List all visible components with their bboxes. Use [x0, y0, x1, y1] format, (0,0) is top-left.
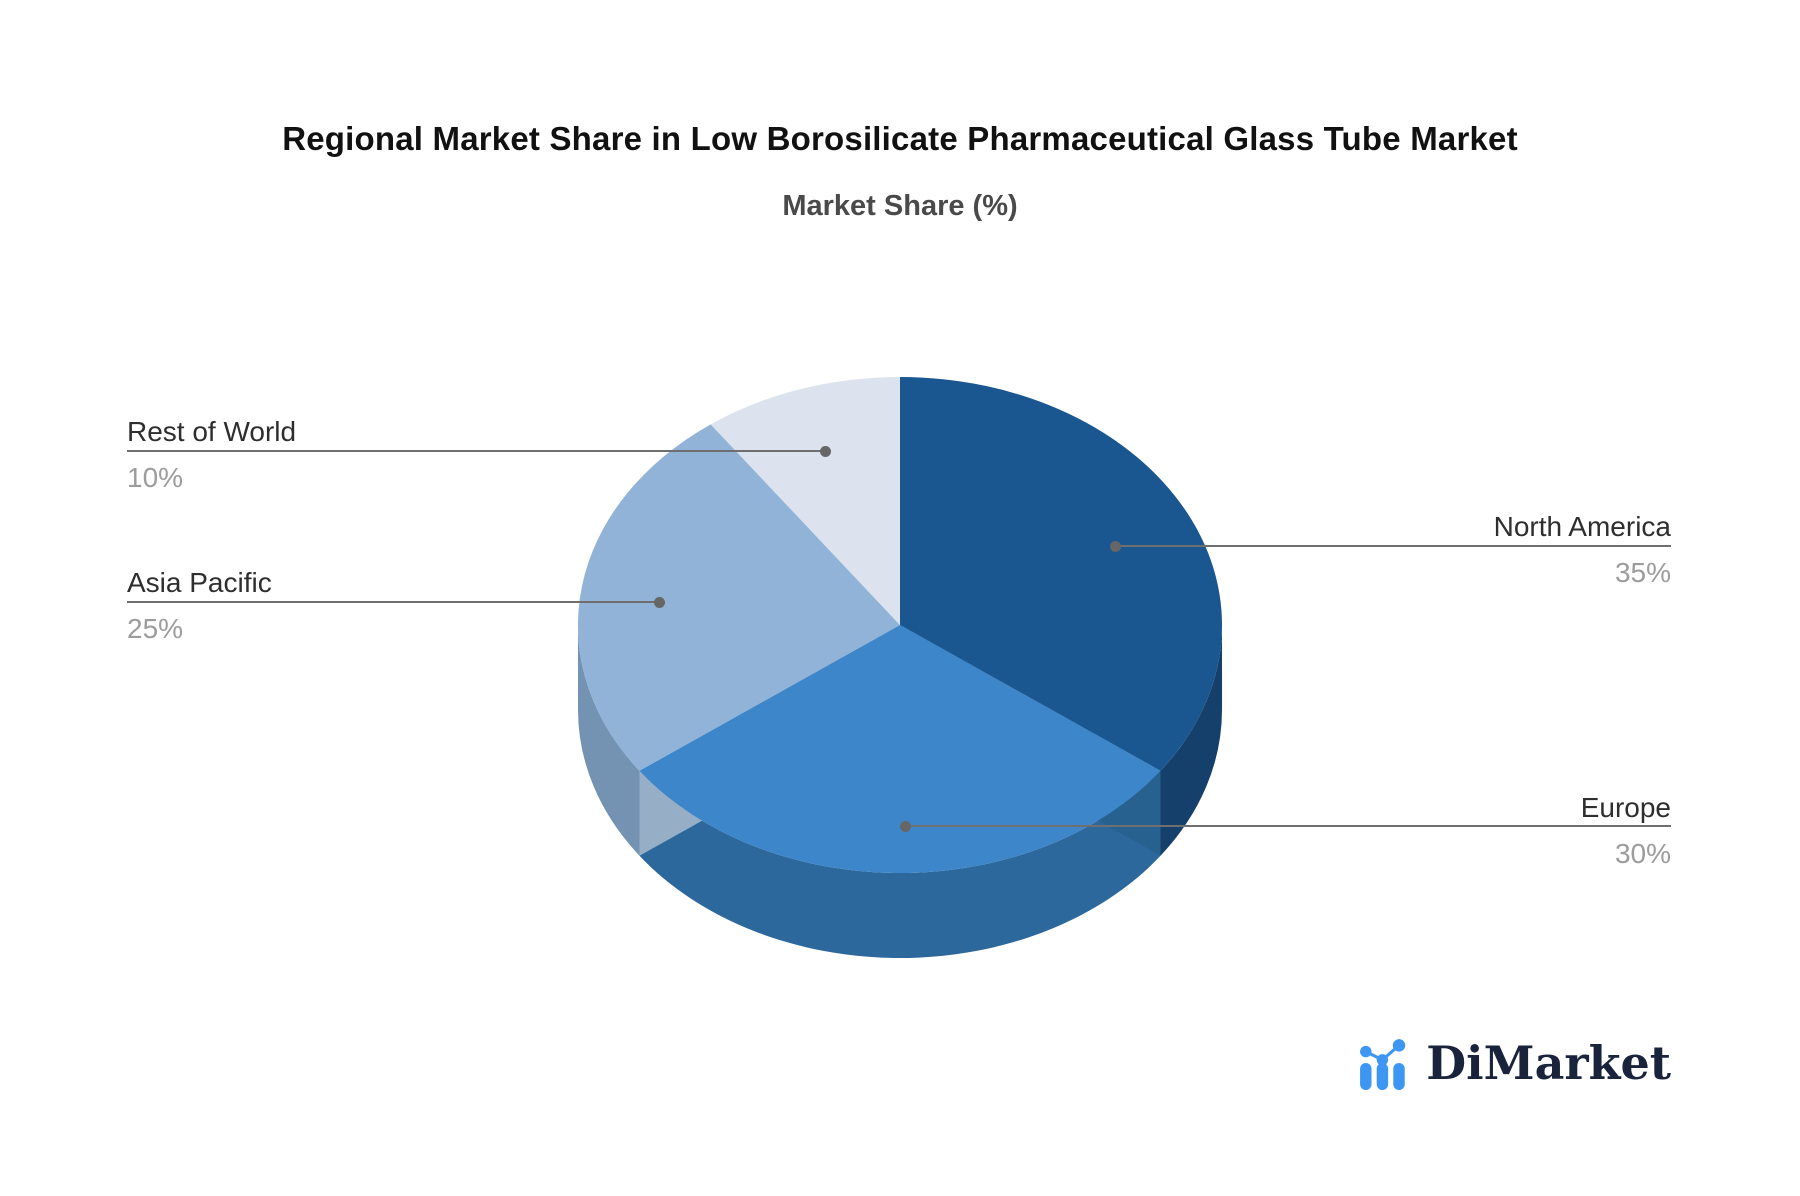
pie-slice-rest-of-world[interactable]: [710, 377, 900, 625]
callout-europe: Europe 30%: [1581, 791, 1671, 870]
slice-label-asia-pacific: Asia Pacific: [127, 567, 272, 598]
leader-line-north-america: [1110, 541, 1671, 552]
leader-dot-europe: [900, 821, 911, 832]
bar-line-chart-icon: [1360, 1039, 1406, 1090]
pie-slice-north-america[interactable]: [900, 377, 1222, 771]
pie-slice-europe[interactable]: [639, 625, 1161, 873]
callout-asia-pacific: Asia Pacific 25%: [127, 566, 272, 645]
dimarket-logo: DiMarket: [1359, 1036, 1671, 1090]
leader-line-europe: [900, 821, 1671, 832]
pie-slice-side-north-america: [1160, 625, 1222, 856]
chart-title: Regional Market Share in Low Borosilicat…: [282, 120, 1518, 157]
chart-subtitle: Market Share (%): [782, 190, 1018, 222]
leader-dot-north-america: [1110, 541, 1121, 552]
callout-rest-of-world: Rest of World 10%: [127, 415, 296, 494]
slice-label-north-america: North America: [1493, 511, 1671, 542]
pie-slice-side-europe: [639, 770, 1161, 958]
pie-slice-side-asia-pacific: [578, 625, 640, 856]
leader-dot-asia-pacific: [654, 597, 665, 608]
slice-label-rest-of-world: Rest of World: [127, 416, 297, 447]
slice-label-europe: Europe: [1580, 792, 1671, 823]
leader-line-rest-of-world: [127, 446, 831, 457]
slice-value-asia-pacific: 25%: [127, 613, 184, 644]
callout-north-america: North America 35%: [1494, 510, 1671, 589]
leader-dot-rest-of-world: [820, 446, 831, 457]
slice-value-north-america: 35%: [1614, 557, 1671, 588]
logo-text: DiMarket: [1426, 1036, 1671, 1090]
leader-line-asia-pacific: [127, 597, 665, 608]
slice-value-europe: 30%: [1614, 838, 1671, 869]
slice-value-rest-of-world: 10%: [127, 462, 184, 493]
pie-slice-asia-pacific[interactable]: [578, 424, 900, 771]
